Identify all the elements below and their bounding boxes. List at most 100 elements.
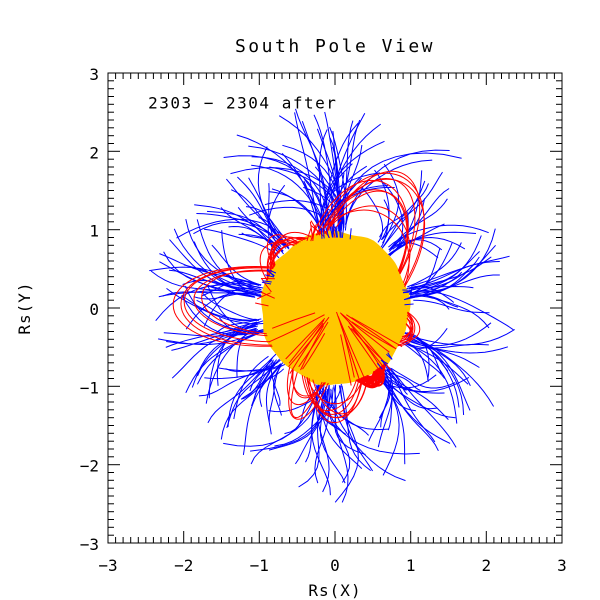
field-line-closed (193, 270, 272, 337)
field-line-open (387, 370, 421, 391)
field-line-open (410, 244, 496, 299)
field-line-open (377, 371, 451, 444)
field-line-open (406, 338, 480, 368)
y-axis-label: Rs(Y) (15, 281, 34, 334)
surface-ray (310, 224, 325, 237)
field-line-open (201, 280, 261, 297)
footpoint-tick (334, 226, 338, 238)
surface-ray (348, 322, 382, 369)
field-line-closed (306, 377, 360, 415)
footpoint-tick (261, 281, 272, 285)
field-line-open (211, 321, 261, 335)
surface-ray (260, 277, 272, 293)
x-tick-label: 2 (481, 556, 491, 575)
surface-rays (255, 219, 403, 386)
field-line-open (391, 170, 423, 255)
field-line-open (381, 367, 449, 420)
sun-disk (261, 230, 411, 386)
field-line-open (377, 372, 393, 448)
footpoint-tick (267, 268, 277, 274)
field-line-closed (172, 265, 275, 347)
surface-ray (289, 322, 324, 374)
field-line-open (281, 152, 321, 233)
field-line-open (303, 178, 325, 226)
field-line-open (379, 373, 400, 476)
field-line-open (415, 294, 450, 310)
field-line-open (361, 186, 384, 243)
field-line-open (389, 198, 426, 252)
field-line-closed (318, 178, 425, 287)
field-line-open (208, 324, 256, 399)
surface-ray (302, 332, 326, 370)
field-line-open (227, 353, 277, 428)
field-line-open (406, 329, 515, 346)
field-line-open (387, 223, 445, 256)
field-line-closed (270, 241, 301, 273)
footpoint-tick (264, 274, 275, 278)
field-line-open (250, 390, 327, 452)
field-line-open (196, 331, 264, 385)
field-line-open (374, 169, 390, 241)
field-line-open (413, 299, 490, 314)
footpoint-tick (320, 227, 323, 239)
field-line-closed (292, 369, 326, 399)
field-line-open (185, 218, 261, 289)
field-line-open (248, 177, 287, 245)
footpoint-tick (339, 226, 341, 238)
field-line-open (382, 163, 400, 244)
x-tick-label: −1 (250, 556, 269, 575)
y-tick-label: −2 (80, 457, 99, 476)
field-line-open (248, 145, 340, 226)
field-line-closed (399, 311, 421, 343)
field-line-open (225, 363, 282, 372)
x-axis-label: Rs(X) (308, 581, 361, 600)
surface-ray (256, 292, 271, 300)
field-line-open (242, 363, 282, 455)
field-line-open (390, 367, 456, 389)
y-tick-label: 1 (89, 222, 99, 241)
surface-ray (288, 319, 325, 364)
y-tick-label: 3 (89, 65, 99, 84)
chart-title: South Pole View (235, 36, 435, 57)
annotation-text: 2303 − 2304 after (148, 93, 337, 112)
field-line-open (412, 235, 482, 295)
surface-ray (339, 312, 390, 353)
footpoint-tick (403, 297, 414, 301)
field-line-open (320, 140, 385, 227)
field-line-closed (259, 241, 295, 281)
field-line-open (218, 363, 286, 372)
surface-ray (268, 314, 325, 343)
field-line-open (410, 295, 490, 329)
axis-ticks (107, 72, 563, 544)
field-line-open (196, 299, 258, 322)
surface-ray (341, 313, 392, 371)
surface-ray (309, 221, 314, 240)
field-line-open (404, 334, 465, 416)
field-line-closed (290, 372, 323, 418)
field-line-closed (359, 370, 378, 388)
surface-ray (350, 327, 384, 362)
surface-ray (347, 325, 379, 370)
x-tick-label: 0 (330, 556, 340, 575)
field-line-closed (271, 239, 299, 268)
y-tick-label: 0 (89, 300, 99, 319)
field-line-open (344, 149, 450, 225)
surface-ray (340, 334, 352, 386)
field-line-open (202, 293, 257, 320)
surface-ray (346, 314, 397, 350)
field-line-open (330, 388, 406, 482)
field-line-open (233, 355, 269, 420)
field-line-open (321, 382, 363, 469)
surface-ray (351, 317, 403, 348)
field-line-open (381, 171, 443, 240)
footpoint-tick (402, 291, 413, 294)
surface-ray (288, 316, 330, 368)
x-tick-label: −2 (174, 556, 193, 575)
field-line-closed (397, 323, 413, 347)
field-line-open (250, 384, 323, 465)
footpoint-tick (335, 226, 338, 238)
field-line-open (207, 359, 273, 424)
field-line-open (389, 239, 443, 251)
footpoint-tick (322, 227, 325, 239)
